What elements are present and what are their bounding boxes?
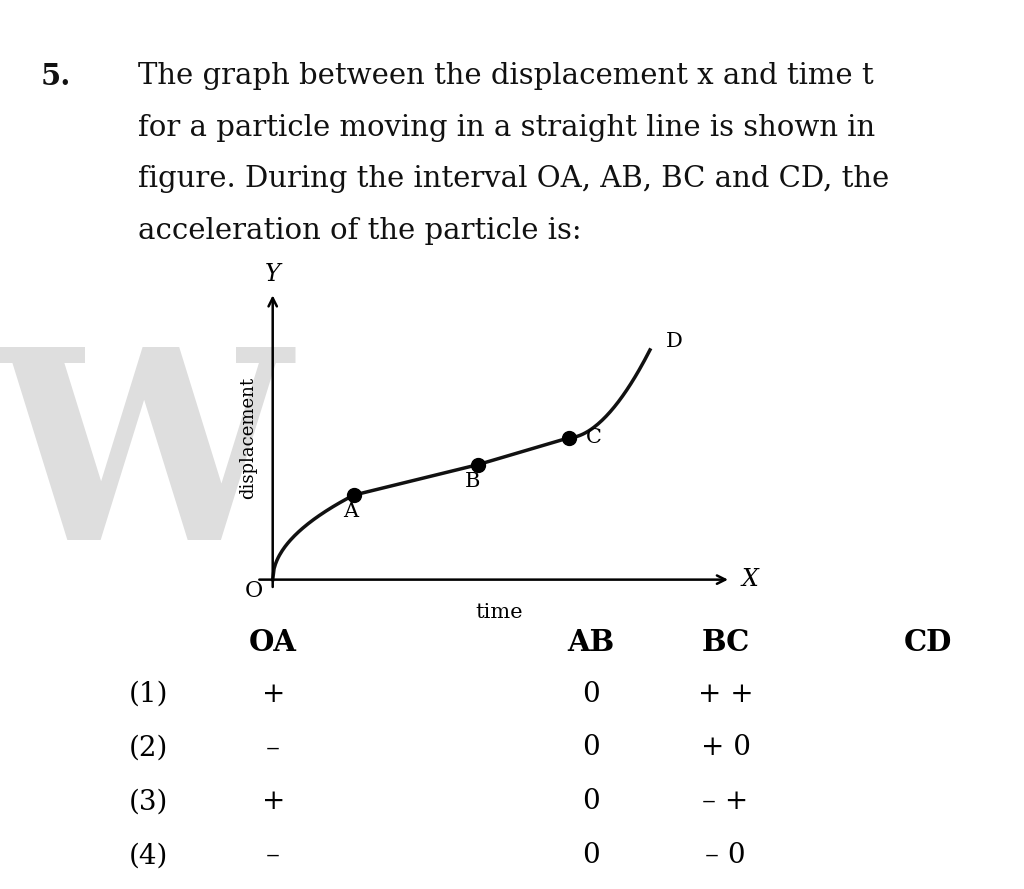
Text: figure. During the interval OA, AB, BC and CD, the: figure. During the interval OA, AB, BC a…	[138, 165, 890, 193]
Text: The graph between the displacement x and time t: The graph between the displacement x and…	[138, 62, 873, 90]
Text: 5.: 5.	[41, 62, 72, 92]
Text: O: O	[245, 581, 263, 603]
Text: 0: 0	[582, 681, 600, 708]
Text: 0: 0	[582, 842, 600, 869]
Text: OA: OA	[249, 629, 297, 657]
Text: time: time	[475, 604, 523, 622]
Text: X: X	[741, 568, 759, 591]
Text: A: A	[343, 502, 358, 521]
Text: (3): (3)	[128, 789, 168, 815]
Text: for a particle moving in a straight line is shown in: for a particle moving in a straight line…	[138, 114, 876, 141]
Text: (1): (1)	[128, 681, 168, 708]
Text: (2): (2)	[128, 734, 168, 762]
Text: 0: 0	[582, 789, 600, 815]
Text: –: –	[266, 842, 281, 869]
Text: acceleration of the particle is:: acceleration of the particle is:	[138, 217, 582, 244]
Text: (4): (4)	[128, 842, 168, 869]
Text: W: W	[0, 339, 292, 595]
Text: D: D	[666, 332, 683, 350]
Text: +: +	[261, 789, 285, 815]
Text: – 0: – 0	[706, 842, 745, 869]
Text: C: C	[586, 428, 601, 447]
Text: –: –	[266, 734, 281, 762]
Text: B: B	[465, 472, 480, 491]
Text: + +: + +	[697, 681, 754, 708]
Text: + 0: + 0	[700, 734, 751, 762]
Text: BC: BC	[701, 629, 750, 657]
Text: Y: Y	[265, 263, 281, 285]
Text: 0: 0	[582, 734, 600, 762]
Text: displacement: displacement	[240, 377, 257, 499]
Text: AB: AB	[567, 629, 614, 657]
Text: – +: – +	[702, 789, 749, 815]
Text: +: +	[261, 681, 285, 708]
Text: CD: CD	[903, 629, 952, 657]
